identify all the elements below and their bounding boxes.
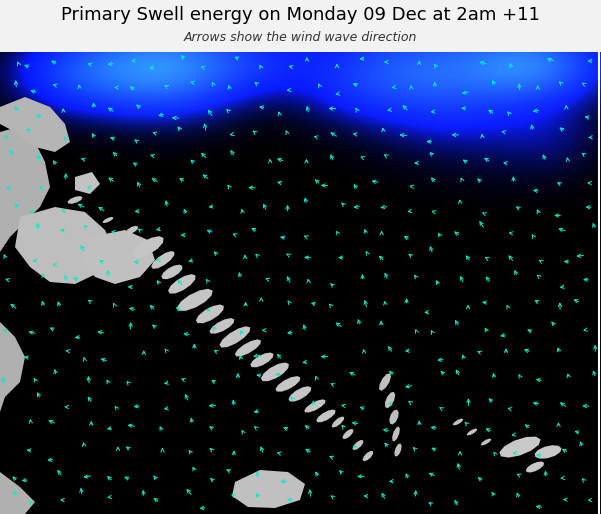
Polygon shape bbox=[379, 373, 391, 391]
Text: Primary Swell energy on Monday 09 Dec at 2am +11: Primary Swell energy on Monday 09 Dec at… bbox=[61, 6, 540, 24]
Polygon shape bbox=[219, 326, 250, 347]
Polygon shape bbox=[453, 418, 463, 426]
Polygon shape bbox=[394, 444, 401, 456]
Polygon shape bbox=[196, 304, 224, 323]
Polygon shape bbox=[177, 289, 213, 311]
Polygon shape bbox=[151, 251, 174, 269]
Polygon shape bbox=[385, 392, 395, 408]
Polygon shape bbox=[288, 386, 311, 401]
Text: Arrows show the wind wave direction: Arrows show the wind wave direction bbox=[184, 31, 417, 44]
Polygon shape bbox=[251, 353, 273, 368]
Polygon shape bbox=[362, 451, 373, 461]
Polygon shape bbox=[332, 416, 344, 428]
Polygon shape bbox=[103, 217, 114, 223]
Polygon shape bbox=[168, 274, 195, 293]
Polygon shape bbox=[0, 127, 50, 514]
Polygon shape bbox=[316, 410, 335, 423]
Polygon shape bbox=[75, 172, 100, 194]
Polygon shape bbox=[15, 207, 115, 284]
Polygon shape bbox=[275, 376, 300, 392]
Polygon shape bbox=[481, 438, 491, 446]
Polygon shape bbox=[261, 362, 289, 381]
Polygon shape bbox=[534, 445, 561, 459]
Polygon shape bbox=[232, 470, 305, 508]
Polygon shape bbox=[526, 462, 544, 472]
Polygon shape bbox=[304, 399, 326, 412]
Polygon shape bbox=[0, 97, 70, 152]
Polygon shape bbox=[499, 436, 541, 457]
Polygon shape bbox=[82, 230, 155, 284]
Polygon shape bbox=[161, 265, 182, 279]
Polygon shape bbox=[352, 440, 363, 450]
Polygon shape bbox=[67, 196, 82, 204]
Polygon shape bbox=[210, 318, 234, 334]
Polygon shape bbox=[467, 429, 477, 435]
Polygon shape bbox=[126, 226, 138, 234]
Polygon shape bbox=[132, 236, 163, 258]
Polygon shape bbox=[392, 427, 400, 442]
Polygon shape bbox=[343, 429, 353, 439]
Polygon shape bbox=[235, 339, 261, 356]
Polygon shape bbox=[389, 410, 398, 425]
